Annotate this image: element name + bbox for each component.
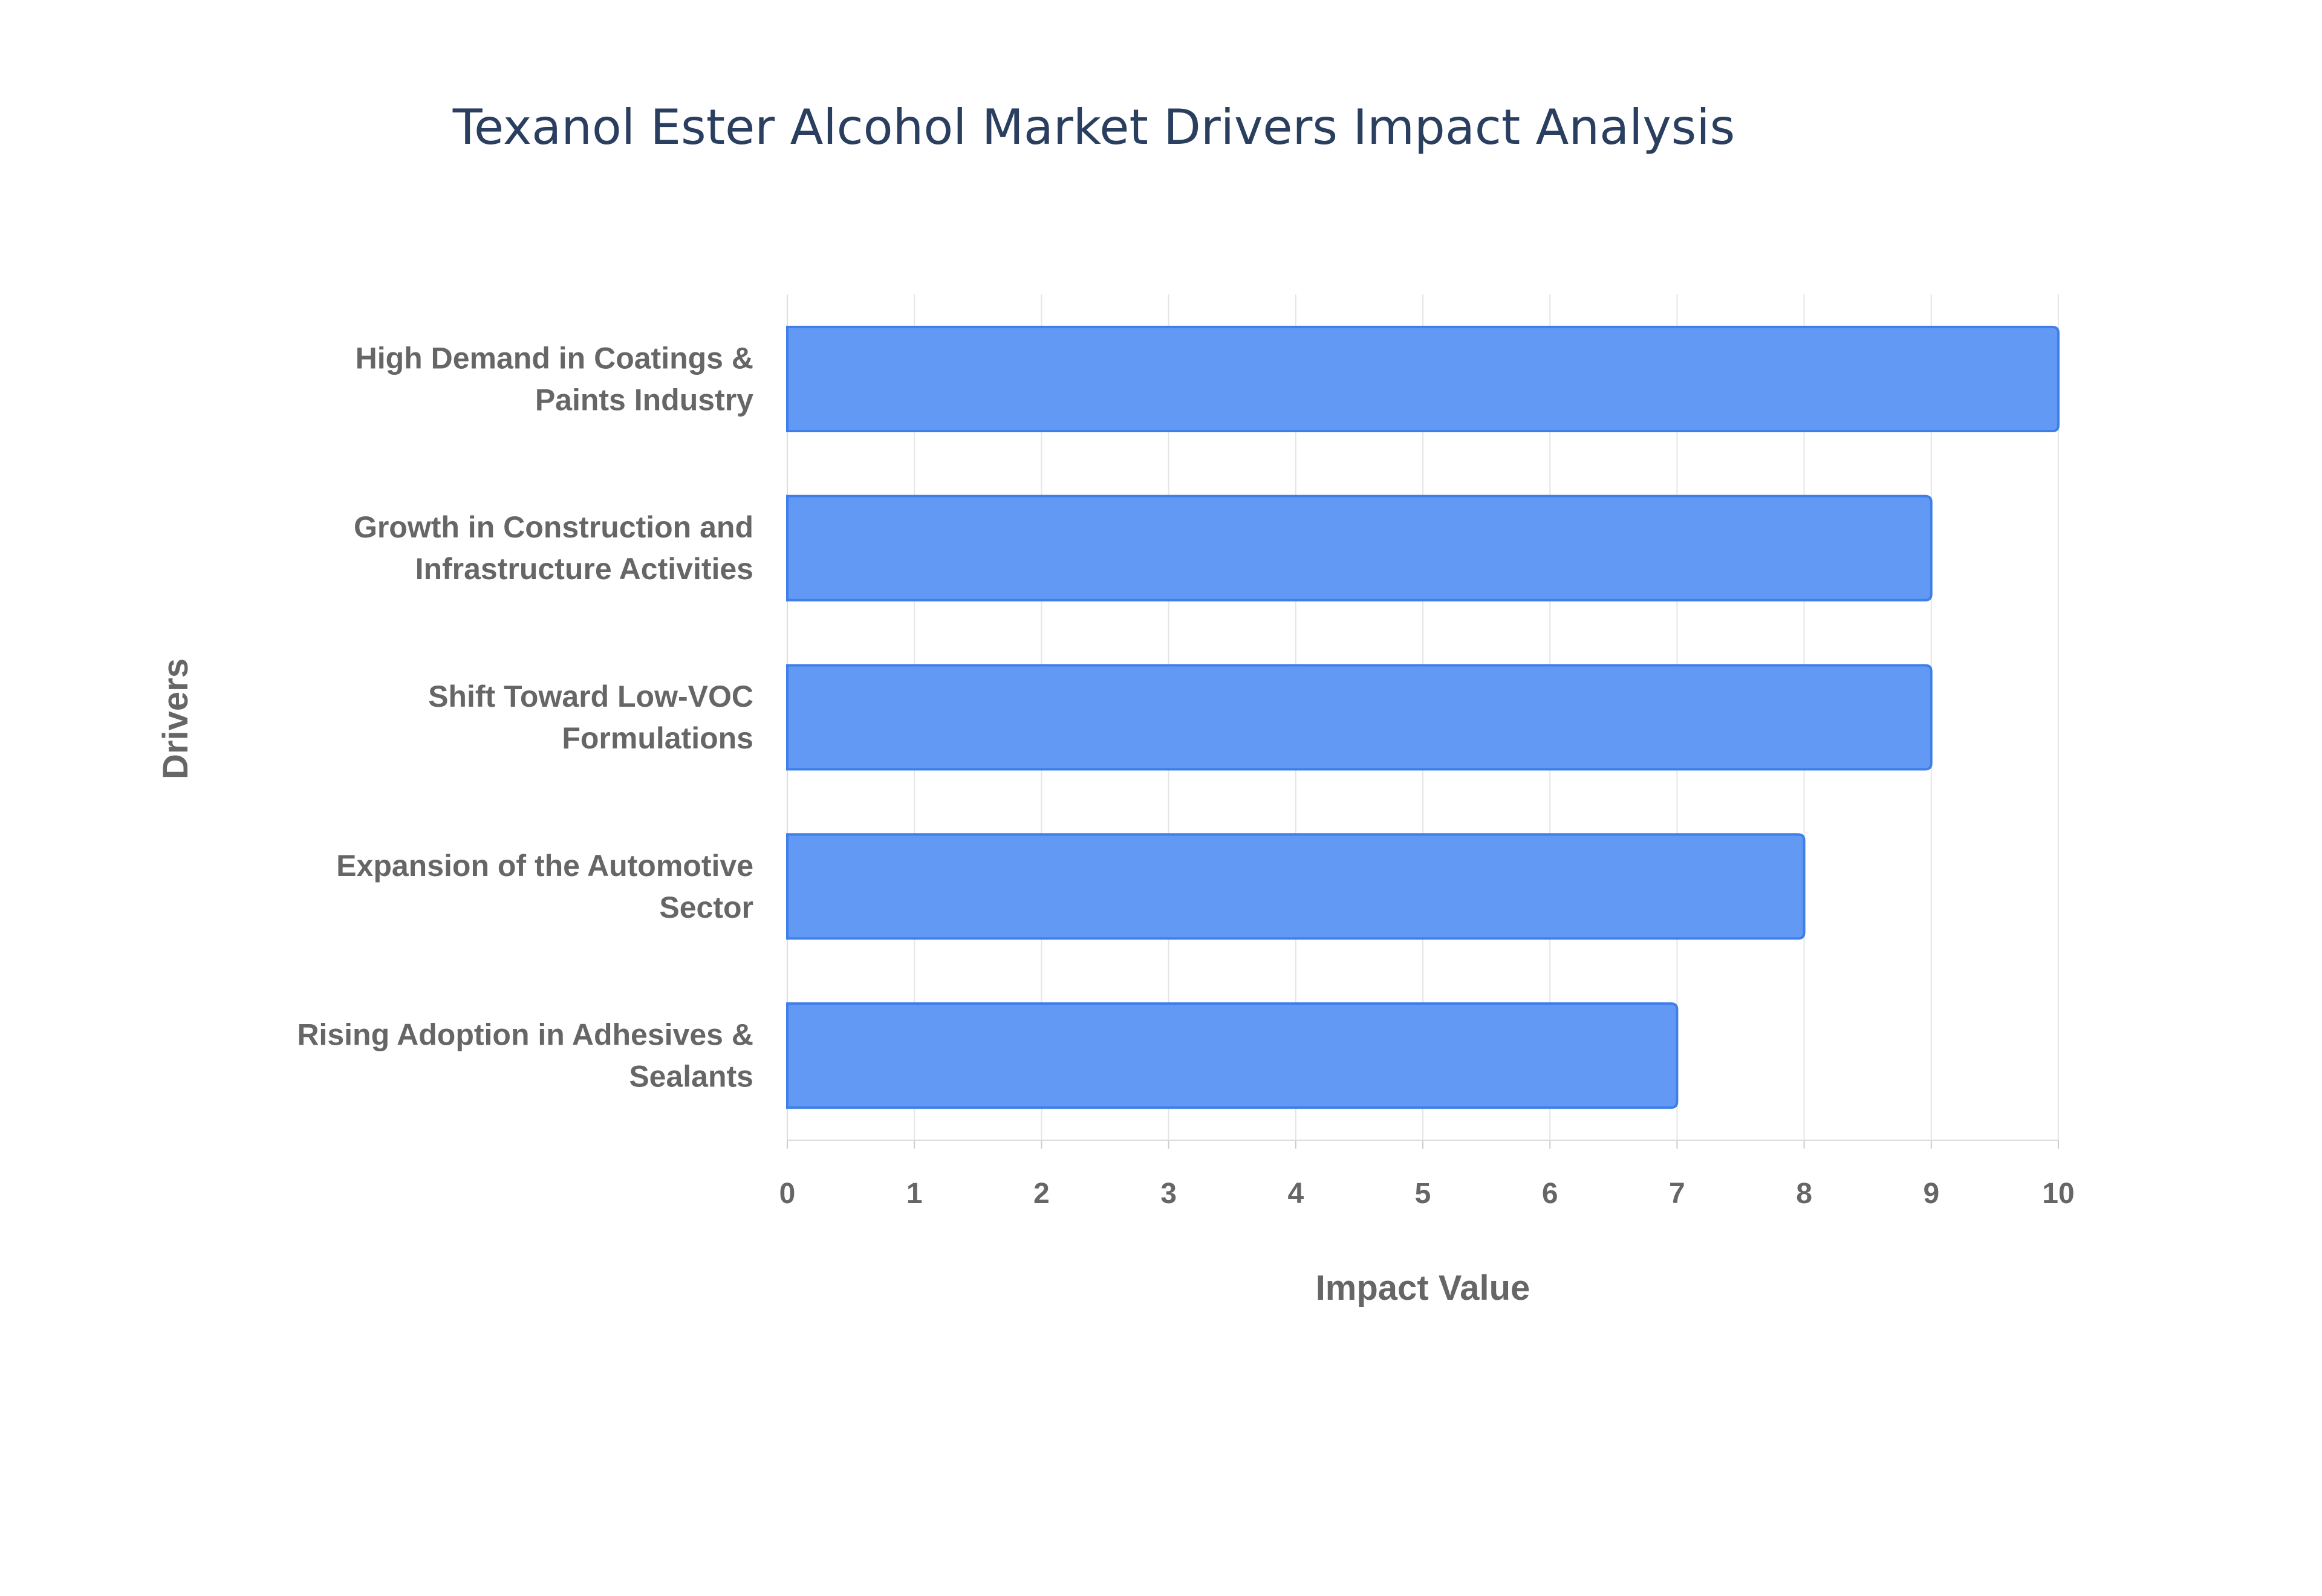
bar — [786, 495, 1933, 602]
y-category-label: Formulations — [562, 721, 753, 755]
y-category-label: Paints Industry — [535, 383, 753, 417]
bar — [786, 325, 2060, 432]
x-tick-label: 3 — [1160, 1178, 1177, 1210]
y-category-label: Sector — [659, 890, 753, 924]
x-tick-label: 0 — [779, 1178, 796, 1210]
x-axis-label: Impact Value — [1316, 1268, 1530, 1308]
y-category-label: Growth in Construction and — [354, 510, 753, 544]
x-tick-labels: 0 1 2 3 4 5 6 7 8 9 10 — [779, 1178, 2075, 1210]
bar — [786, 833, 1806, 940]
x-tick-label: 2 — [1033, 1178, 1050, 1210]
x-tick-label: 1 — [906, 1178, 923, 1210]
y-category-label: Sealants — [629, 1060, 753, 1094]
x-tick-label: 5 — [1415, 1178, 1431, 1210]
x-tick-label: 8 — [1796, 1178, 1812, 1210]
y-category-label: Rising Adoption in Adhesives & — [297, 1018, 753, 1052]
x-tick-label: 10 — [2042, 1178, 2074, 1210]
y-category-label: High Demand in Coatings & — [356, 341, 753, 375]
y-category-label: Expansion of the Automotive — [336, 849, 753, 883]
x-tick-label: 9 — [1923, 1178, 1939, 1210]
bar — [786, 1002, 1679, 1109]
chart-title: Texanol Ester Alcohol Market Drivers Imp… — [452, 99, 1735, 155]
bars — [786, 325, 2060, 1109]
y-axis-label: Drivers — [156, 658, 195, 779]
y-category-label: Infrastructure Activities — [415, 552, 753, 586]
x-tick-label: 4 — [1287, 1178, 1304, 1210]
x-tick-label: 7 — [1669, 1178, 1685, 1210]
x-tick-label: 6 — [1542, 1178, 1558, 1210]
y-category-label: Shift Toward Low-VOC — [428, 680, 753, 713]
bar — [786, 664, 1933, 771]
y-category-labels: High Demand in Coatings & Paints Industry… — [297, 341, 753, 1093]
